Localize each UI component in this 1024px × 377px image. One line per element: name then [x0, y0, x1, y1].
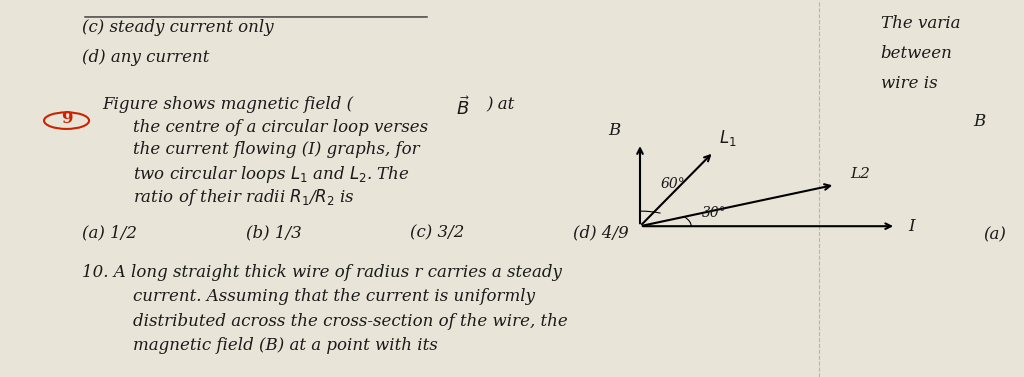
Text: magnetic field (B) at a point with its: magnetic field (B) at a point with its — [133, 337, 438, 354]
Text: distributed across the cross-section of the wire, the: distributed across the cross-section of … — [133, 313, 568, 330]
Text: two circular loops $L_1$ and $L_2$. The: two circular loops $L_1$ and $L_2$. The — [133, 164, 410, 185]
Text: (d) any current: (d) any current — [82, 49, 209, 66]
Text: L2: L2 — [851, 167, 870, 181]
Text: ) at: ) at — [486, 96, 515, 113]
Text: current. Assuming that the current is uniformly: current. Assuming that the current is un… — [133, 288, 536, 305]
Text: B: B — [973, 113, 985, 130]
Text: 10. A long straight thick wire of radius r carries a steady: 10. A long straight thick wire of radius… — [82, 264, 562, 281]
Text: The varia: The varia — [881, 15, 961, 32]
Text: 30°: 30° — [701, 206, 726, 220]
Text: Figure shows magnetic field (: Figure shows magnetic field ( — [102, 96, 353, 113]
Text: B: B — [608, 123, 621, 139]
Text: $\vec{B}$: $\vec{B}$ — [456, 96, 470, 119]
Text: ratio of their radii $R_1$/$R_2$ is: ratio of their radii $R_1$/$R_2$ is — [133, 187, 355, 208]
Text: the current flowing (I) graphs, for: the current flowing (I) graphs, for — [133, 141, 420, 158]
Text: (a): (a) — [983, 226, 1006, 243]
Text: (d) 4/9: (d) 4/9 — [573, 224, 629, 241]
Text: the centre of a circular loop verses: the centre of a circular loop verses — [133, 119, 428, 136]
Text: 60°: 60° — [660, 178, 685, 192]
Text: between: between — [881, 45, 952, 62]
Text: (c) 3/2: (c) 3/2 — [410, 224, 464, 241]
Text: wire is: wire is — [881, 75, 937, 92]
Text: 9: 9 — [60, 110, 73, 127]
Text: (b) 1/3: (b) 1/3 — [246, 224, 301, 241]
Text: I: I — [908, 218, 914, 235]
Text: (c) steady current only: (c) steady current only — [82, 19, 273, 36]
Text: $L_1$: $L_1$ — [719, 128, 736, 148]
Text: (a) 1/2: (a) 1/2 — [82, 224, 137, 241]
